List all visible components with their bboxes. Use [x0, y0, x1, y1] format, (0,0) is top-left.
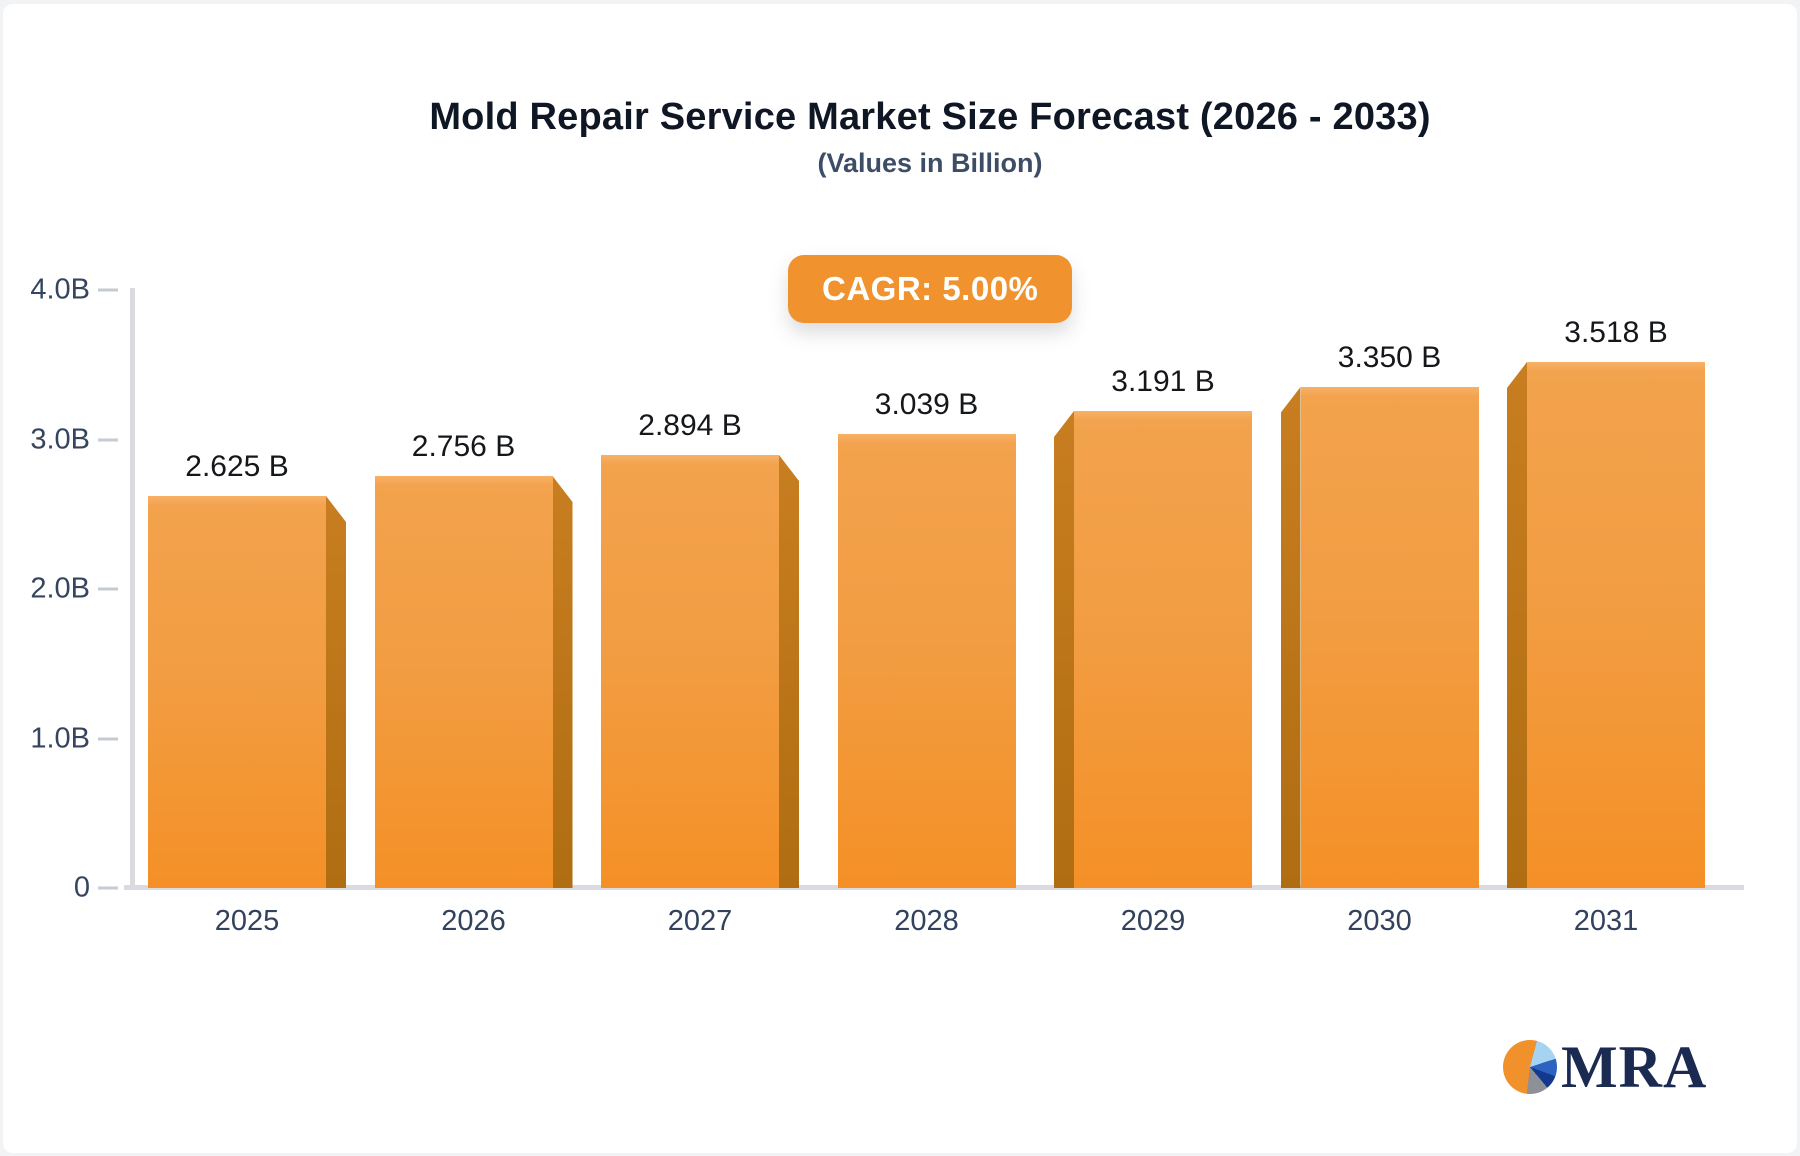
x-axis-label-2028: 2028	[894, 905, 959, 937]
cagr-badge: CAGR: 5.00%	[788, 255, 1073, 323]
bar-3d-side-2025	[326, 496, 346, 888]
x-axis-label-2030: 2030	[1347, 905, 1412, 937]
y-axis-line	[130, 288, 135, 888]
bar-value-label-2030: 3.350 B	[1337, 341, 1442, 374]
y-axis-tick-mark	[98, 438, 118, 441]
x-axis-label-2031: 2031	[1573, 905, 1639, 937]
pie-chart-logo-icon	[1503, 1040, 1557, 1094]
bar-2026	[374, 476, 553, 888]
bar-value-label-2031: 3.518 B	[1564, 316, 1668, 349]
y-axis-tick-label: 0	[73, 871, 90, 904]
y-axis-tick-label: 2.0B	[30, 572, 90, 605]
bar-2029	[1074, 411, 1252, 888]
bar-3d-side-2029	[1054, 411, 1074, 888]
bar-3d-side-2026	[552, 476, 573, 888]
x-axis-label-2025: 2025	[214, 905, 280, 937]
bar-3d-side-2030	[1280, 387, 1301, 888]
brand-logo: MRA	[1503, 1034, 1708, 1100]
bar-value-label-2027: 2.894 B	[638, 409, 742, 442]
y-axis-tick-mark	[98, 288, 118, 292]
bar-3d-side-2027	[779, 455, 799, 888]
y-axis-tick-mark	[98, 587, 118, 591]
bar-2027	[601, 455, 779, 888]
bar-value-label-2025: 2.625 B	[185, 450, 289, 483]
x-axis-label-2029: 2029	[1120, 905, 1186, 937]
bar-2031	[1527, 362, 1705, 888]
chart-title: Mold Repair Service Market Size Forecast…	[429, 96, 1431, 138]
y-axis-tick-mark	[98, 737, 118, 740]
bar-2028	[837, 434, 1016, 888]
bar-value-label-2028: 3.039 B	[874, 388, 979, 421]
bar-value-label-2026: 2.756 B	[411, 430, 516, 463]
bar-2030	[1300, 387, 1479, 888]
y-axis-tick-label: 4.0B	[30, 273, 90, 306]
x-axis-label-2026: 2026	[441, 905, 506, 937]
y-axis-tick-label: 1.0B	[30, 722, 90, 754]
y-axis-tick-label: 3.0B	[30, 423, 90, 455]
x-axis-label-2027: 2027	[667, 905, 733, 937]
chart-subtitle: (Values in Billion)	[817, 148, 1043, 178]
y-axis-tick-mark	[98, 886, 118, 890]
bar-3d-side-2031	[1507, 362, 1527, 888]
brand-logo-text: MRA	[1561, 1034, 1708, 1100]
bar-value-label-2029: 3.191 B	[1111, 365, 1215, 398]
bar-2025	[148, 496, 326, 888]
